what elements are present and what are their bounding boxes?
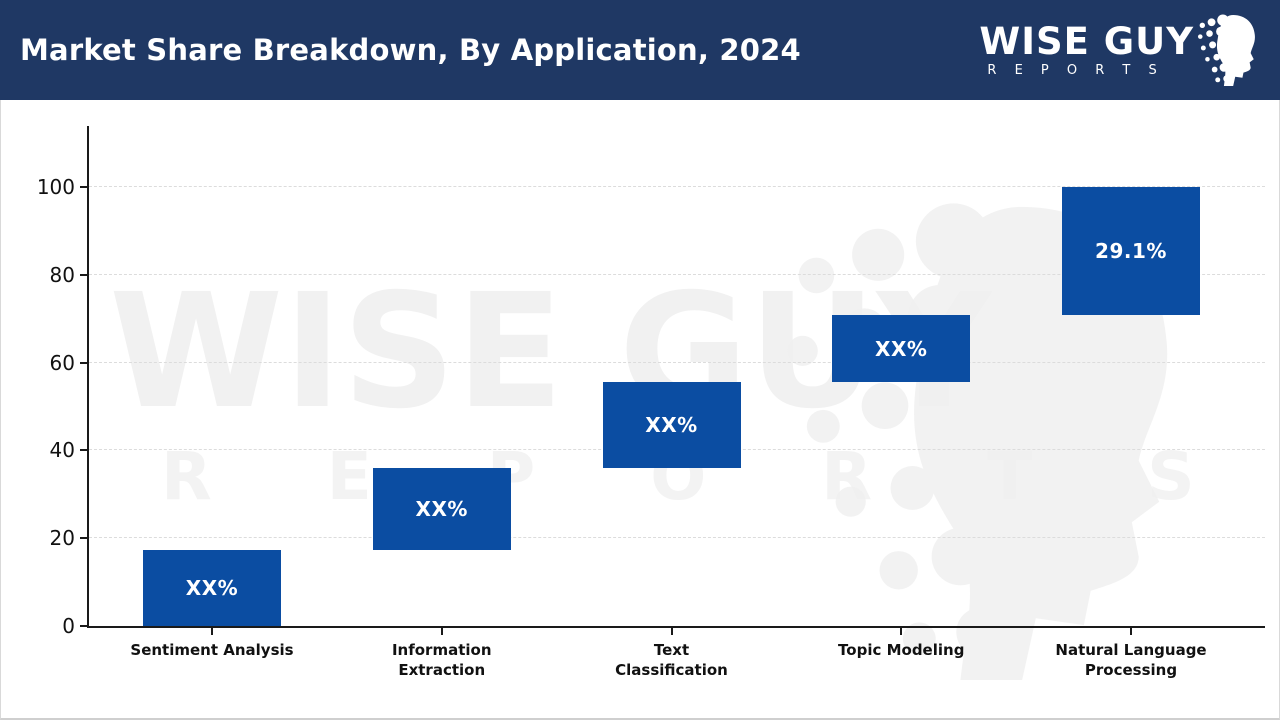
logo-subtitle: R E P O R T S: [987, 62, 1164, 78]
x-axis-tick: [440, 628, 443, 635]
bar-value-label: XX%: [875, 336, 928, 361]
y-axis-tick: [80, 537, 88, 540]
x-axis-category-label: Information Extraction: [391, 641, 492, 680]
y-gridline: [89, 537, 1265, 539]
wise-guy-reports-logo: WISE GUY R E P O R T S: [979, 14, 1266, 86]
y-gridline: [89, 361, 1265, 363]
logo-wordmark: WISE GUY: [979, 19, 1194, 63]
bar-value-label: XX%: [645, 413, 698, 438]
y-gridline: [89, 186, 1265, 187]
x-axis-tick: [1130, 628, 1132, 635]
y-axis-tick-label: 80: [49, 262, 75, 287]
dotted-head-icon: [1197, 14, 1255, 86]
x-axis-line: [87, 626, 1265, 628]
waterfall-bar: XX%: [602, 382, 741, 468]
y-axis-tick: [80, 449, 88, 452]
y-axis-tick-label: 20: [49, 526, 75, 551]
y-axis-tick: [80, 186, 88, 188]
bar-value-label: 29.1%: [1095, 238, 1167, 263]
y-axis-tick: [80, 361, 88, 364]
page-title: Market Share Breakdown, By Application, …: [20, 33, 801, 67]
x-axis-category-label: Text Classification: [615, 641, 728, 680]
y-axis-tick: [80, 273, 88, 276]
y-axis-tick-label: 0: [62, 614, 75, 638]
x-axis-category-label: Topic Modeling: [838, 641, 965, 659]
x-axis-tick: [211, 628, 213, 635]
waterfall-bar: 29.1%: [1062, 187, 1200, 315]
y-axis-tick-label: 60: [49, 350, 75, 375]
waterfall-bar: XX%: [372, 467, 511, 551]
y-axis-tick-label: 100: [36, 175, 75, 199]
waterfall-bar: XX%: [143, 550, 281, 626]
x-axis-tick: [900, 628, 903, 635]
x-axis-category-label: Natural Language Processing: [1055, 641, 1207, 680]
y-axis-line: [87, 126, 89, 628]
x-axis-tick: [670, 628, 673, 635]
y-axis-tick-label: 40: [49, 438, 75, 463]
y-gridline: [89, 273, 1265, 275]
y-axis-tick: [80, 625, 88, 627]
waterfall-bar: XX%: [832, 314, 971, 383]
logo-text: WISE GUY R E P O R T S: [979, 23, 1194, 78]
bar-value-label: XX%: [415, 497, 468, 522]
bar-value-label: XX%: [185, 576, 239, 601]
header-bar: Market Share Breakdown, By Application, …: [0, 0, 1280, 100]
x-axis-category-label: Sentiment Analysis: [130, 641, 294, 659]
chart-canvas: WISE GUY R E P O R T S 0 20 40 60 80 100 XX% Se…: [0, 100, 1280, 720]
